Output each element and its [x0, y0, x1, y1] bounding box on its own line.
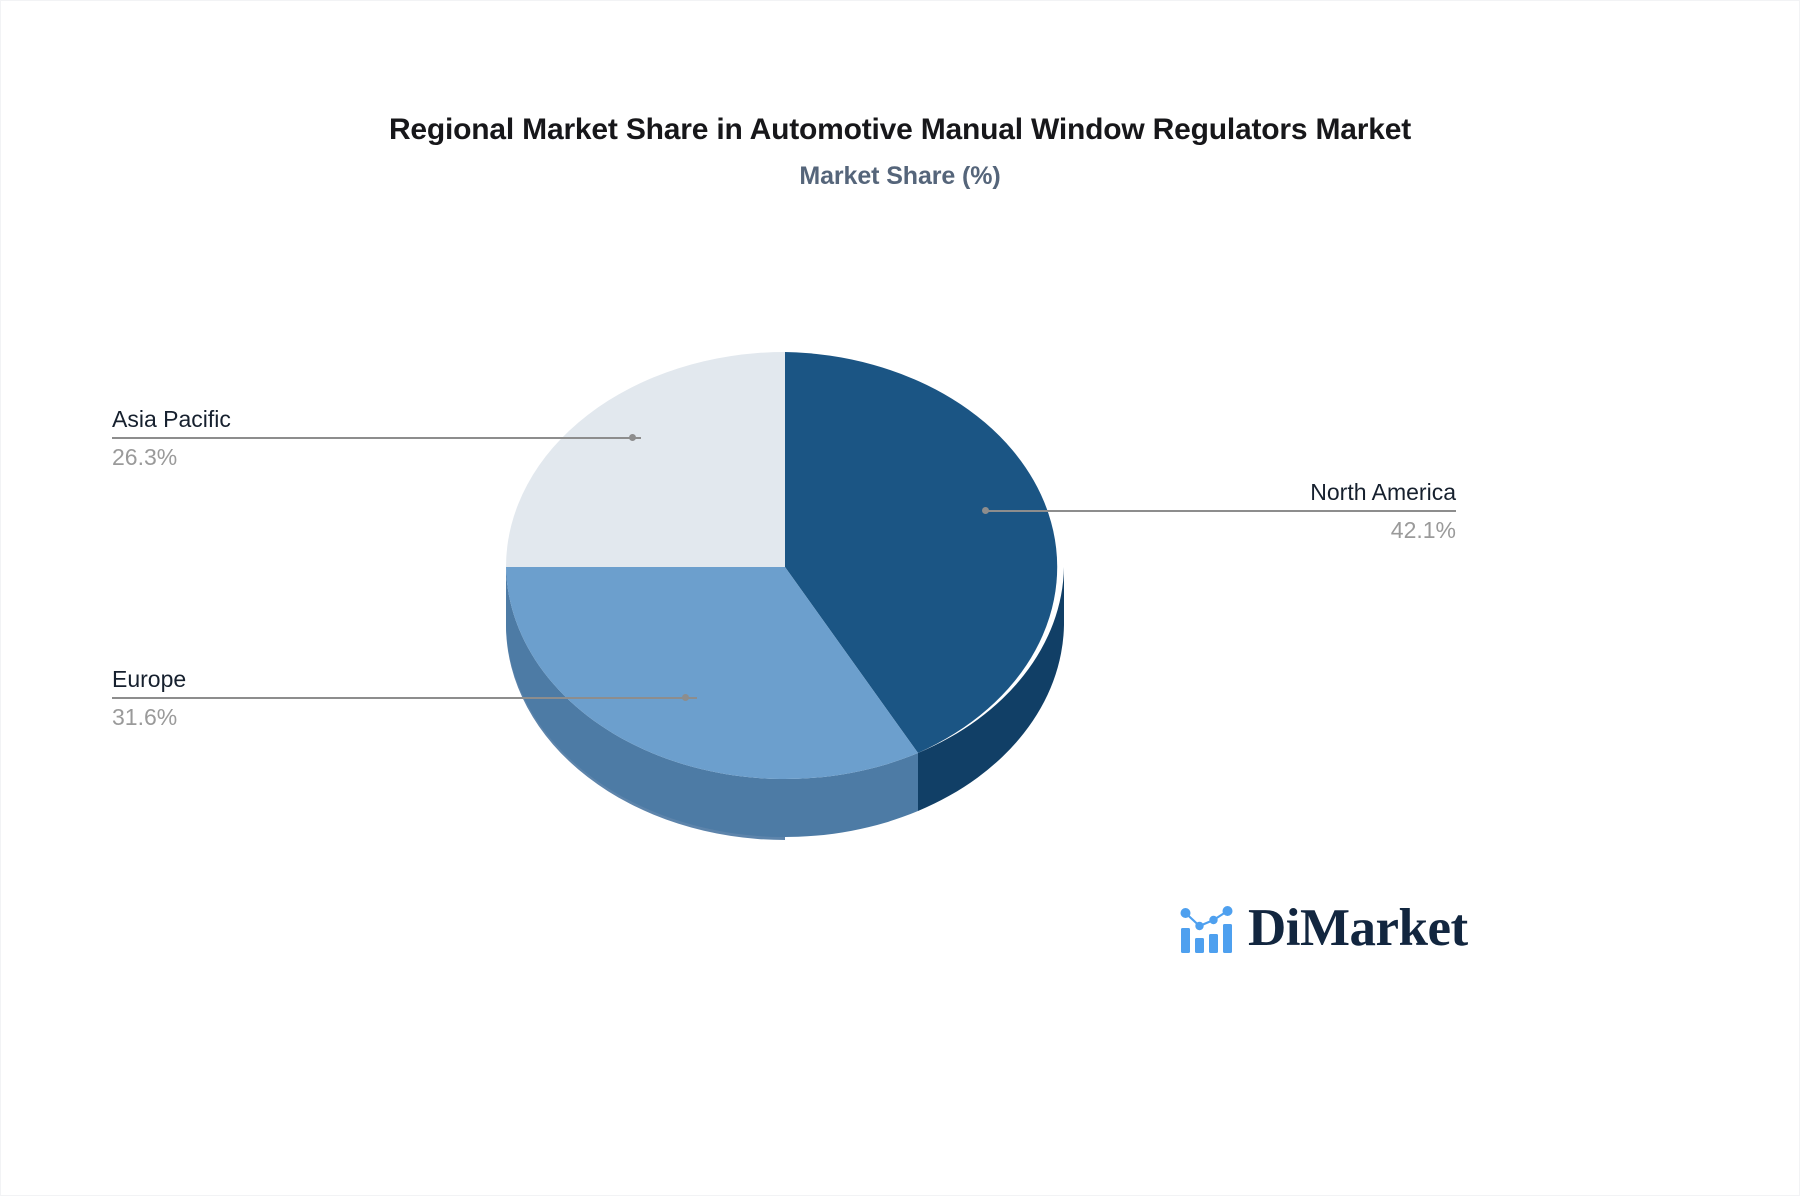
pie-3d-depth [506, 567, 1064, 840]
callout-rule-asia-pacific [112, 437, 641, 440]
pie-slice-north-america[interactable] [785, 352, 1058, 753]
pie-chart [500, 322, 1070, 842]
brand-name: DiMarket [1248, 899, 1468, 957]
callout-label-north-america: North America [1310, 479, 1456, 505]
pie-slice-europe[interactable] [506, 567, 918, 780]
callout-north-america: North America 42.1% [985, 478, 1456, 544]
title-block: Regional Market Share in Automotive Manu… [0, 112, 1800, 191]
chart-subtitle: Market Share (%) [799, 162, 1001, 190]
brand-logo: DiMarket [1178, 902, 1468, 955]
callout-rule-europe [112, 697, 697, 700]
callout-rule-north-america [985, 510, 1456, 513]
callout-asia-pacific: Asia Pacific 26.3% [112, 405, 641, 471]
page-title: Regional Market Share in Automotive Manu… [388, 113, 1412, 146]
pie-chart-svg [506, 352, 1064, 840]
pie-slice-asia-pacific[interactable] [506, 352, 785, 567]
pie-side-europe [506, 567, 918, 838]
callout-europe: Europe 31.6% [112, 665, 697, 731]
bar-chart-trend-icon [1180, 905, 1233, 953]
pie-side-north-america [918, 567, 1064, 811]
callout-value-asia-pacific: 26.3% [112, 444, 178, 471]
callout-value-north-america: 42.1% [1390, 517, 1456, 544]
callout-label-europe: Europe [112, 666, 187, 692]
callout-value-europe: 31.6% [112, 704, 178, 731]
callout-label-asia-pacific: Asia Pacific [112, 406, 231, 432]
